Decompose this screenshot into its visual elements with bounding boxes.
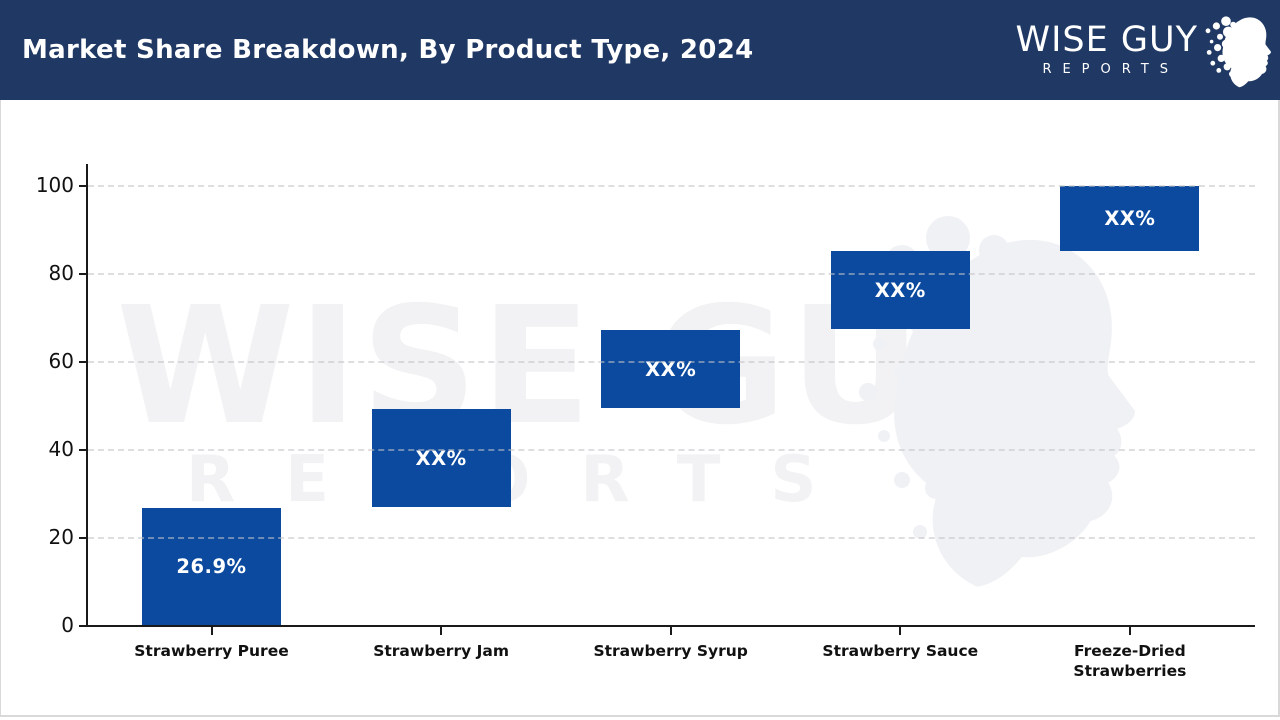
frame-border-bottom [0,715,1280,717]
watermark-dot [919,345,949,375]
watermark-dot [894,366,906,378]
watermark-dot [873,337,887,351]
watermark-dot [974,304,998,328]
watermark-dot [937,427,963,453]
brand-name: WISE GUY [1015,20,1198,60]
x-axis-category-label: Strawberry Syrup [593,642,748,660]
gridline-60 [88,361,1255,363]
frame-border-left [0,100,1,716]
brand-logo: WISE GUY REPORTS [1015,0,1274,100]
y-axis-tick-mark [79,273,88,275]
bar-value-label: XX% [415,446,467,470]
watermark-dot [913,525,927,539]
watermark-dot [979,235,1009,265]
x-axis-category-label: Freeze-Dried Strawberries [1073,642,1187,681]
x-axis-category-label: Strawberry Jam [373,642,509,660]
brand-head-icon [1205,16,1271,88]
frame-border-right [1278,100,1280,716]
y-axis-tick-label: 100 [35,173,74,197]
y-axis-tick-label: 0 [61,613,74,637]
watermark-dot [1022,272,1042,292]
x-axis-category-label: Strawberry Sauce [822,642,979,660]
bar-value-label: XX% [874,278,926,302]
y-axis-tick-mark [79,625,88,627]
y-axis-tick-mark [79,361,88,363]
watermark-dot [894,472,910,488]
y-axis-tick-label: 40 [48,437,74,461]
watermark-dot [906,410,926,430]
y-axis-tick-mark [79,449,88,451]
watermark-dot [985,543,995,553]
page-title: Market Share Breakdown, By Product Type,… [22,35,754,65]
watermark-dot [878,430,890,442]
bar-strawberry-puree: 26.9% [142,507,281,626]
y-axis-tick-mark [79,185,88,187]
watermark-dot [947,531,965,549]
y-axis-tick-mark [79,537,88,539]
y-axis-tick-label: 60 [48,349,74,373]
bar-strawberry-jam: XX% [371,409,511,508]
gridline-100 [88,185,1255,187]
gridline-20 [88,537,1255,539]
x-axis-tick-mark [440,627,443,635]
watermark-dot [966,494,978,506]
brand-subname: REPORTS [1042,62,1180,77]
bar-freeze-dried-strawberries: XX% [1060,186,1200,252]
header: Market Share Breakdown, By Product Type,… [0,0,1280,100]
x-axis-line [86,625,1255,627]
x-axis-tick-mark [669,627,672,635]
brand-logo-text: WISE GUY REPORTS [1015,20,1198,78]
y-axis-line [86,164,88,627]
watermark-dot [859,383,877,401]
watermark-dot [991,383,1013,405]
bar-strawberry-syrup: XX% [601,329,741,409]
gridline-40 [88,449,1255,451]
x-axis-tick-mark [210,627,213,635]
bar-value-label: 26.9% [176,555,247,579]
watermark-dot [925,477,947,499]
x-axis-tick-mark [1128,627,1131,635]
x-axis-category-label: Strawberry Puree [134,642,289,660]
x-axis-tick-mark [899,627,902,635]
watermark-dot [962,372,978,388]
bar-value-label: XX% [1104,207,1156,231]
bar-value-label: XX% [645,357,697,381]
y-axis-tick-label: 80 [48,261,74,285]
gridline-80 [88,273,1255,275]
bar-strawberry-sauce: XX% [830,251,970,329]
watermark-dot [981,441,995,455]
watermark-dot [1009,333,1023,347]
y-axis-tick-label: 20 [48,525,74,549]
